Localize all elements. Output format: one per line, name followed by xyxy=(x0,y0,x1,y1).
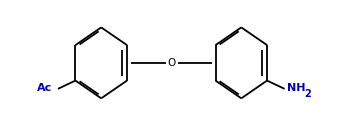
Text: O: O xyxy=(168,58,176,68)
Text: NH: NH xyxy=(287,83,306,93)
Text: Ac: Ac xyxy=(37,83,53,93)
Text: 2: 2 xyxy=(304,89,311,99)
